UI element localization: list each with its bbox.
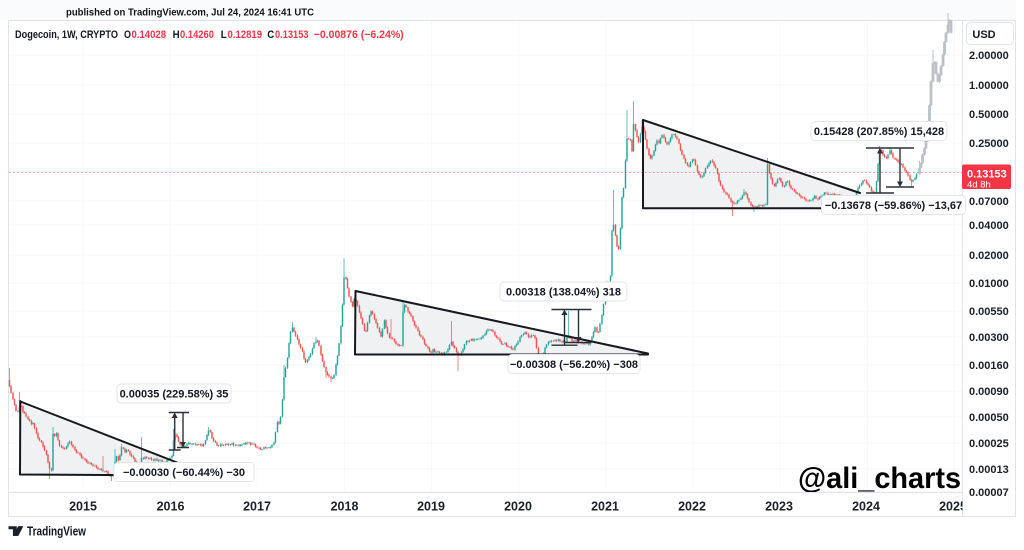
svg-text:2024: 2024 [852,500,880,514]
svg-text:2016: 2016 [157,500,185,514]
svg-text:0.00318 (138.04%) 318: 0.00318 (138.04%) 318 [506,286,621,298]
svg-text:2018: 2018 [331,500,359,514]
svg-text:published on TradingView.com,: published on TradingView.com, Jul 24, 20… [66,7,314,19]
svg-text:0.00007: 0.00007 [969,487,1009,499]
svg-text:0.07000: 0.07000 [969,196,1009,208]
svg-text:0.13153: 0.13153 [967,169,1007,181]
svg-text:2.00000: 2.00000 [969,50,1009,62]
svg-text:−0.00030 (−60.44%) −30: −0.00030 (−60.44%) −30 [123,467,245,479]
svg-text:TradingView: TradingView [27,525,86,539]
svg-text:−0.00876 (−6.24%): −0.00876 (−6.24%) [314,29,404,41]
svg-text:USD: USD [972,29,995,41]
svg-text:4d 8h: 4d 8h [967,180,991,191]
svg-text:0.00550: 0.00550 [969,306,1009,318]
svg-text:2021: 2021 [591,500,619,514]
svg-text:O: O [124,29,131,41]
svg-text:0.25000: 0.25000 [969,138,1009,150]
svg-text:0.00160: 0.00160 [969,360,1009,372]
svg-text:2020: 2020 [504,500,532,514]
svg-text:0.12819: 0.12819 [228,29,263,41]
svg-text:0.14260: 0.14260 [180,29,214,41]
svg-text:2023: 2023 [765,500,793,514]
svg-text:0.00013: 0.00013 [969,464,1009,476]
svg-text:0.14028: 0.14028 [132,29,167,41]
svg-text:L: L [221,29,227,41]
svg-text:0.01000: 0.01000 [969,278,1009,290]
svg-text:0.15428 (207.85%) 15,428: 0.15428 (207.85%) 15,428 [814,126,944,138]
svg-text:2015: 2015 [69,500,97,514]
svg-text:1.00000: 1.00000 [969,80,1009,92]
svg-text:2022: 2022 [678,500,706,514]
svg-text:0.00035 (229.58%) 35: 0.00035 (229.58%) 35 [120,388,229,400]
svg-text:2019: 2019 [417,500,445,514]
svg-text:0.00090: 0.00090 [969,386,1009,398]
svg-text:0.02000: 0.02000 [969,250,1009,262]
svg-text:2025: 2025 [939,500,967,514]
svg-text:0.00050: 0.00050 [969,412,1009,424]
svg-text:0.04000: 0.04000 [969,220,1009,232]
svg-text:−0.00308 (−56.20%) −308: −0.00308 (−56.20%) −308 [510,359,638,371]
svg-text:@ali_charts: @ali_charts [798,462,961,495]
svg-text:H: H [173,29,180,41]
svg-text:0.00025: 0.00025 [969,438,1009,450]
svg-text:0.00300: 0.00300 [969,332,1009,344]
svg-text:C: C [267,29,274,41]
svg-text:0.13153: 0.13153 [275,29,309,41]
svg-text:0.50000: 0.50000 [969,109,1009,121]
svg-text:2017: 2017 [243,500,271,514]
svg-text:−0.13678 (−59.86%) −13,67: −0.13678 (−59.86%) −13,67 [825,200,962,212]
svg-text:Dogecoin, 1W, CRYPTO: Dogecoin, 1W, CRYPTO [15,29,118,41]
